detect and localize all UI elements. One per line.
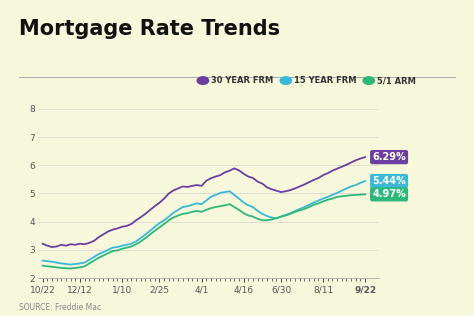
- Text: 6.29%: 6.29%: [372, 152, 406, 162]
- Text: 5/1 ARM: 5/1 ARM: [377, 76, 416, 85]
- Text: 30 YEAR FRM: 30 YEAR FRM: [211, 76, 273, 85]
- Text: 15 YEAR FRM: 15 YEAR FRM: [294, 76, 356, 85]
- Text: 5.44%: 5.44%: [372, 176, 406, 186]
- Text: 4.97%: 4.97%: [372, 189, 406, 199]
- Text: SOURCE: Freddie Mac: SOURCE: Freddie Mac: [19, 303, 101, 312]
- Text: Mortgage Rate Trends: Mortgage Rate Trends: [19, 19, 280, 39]
